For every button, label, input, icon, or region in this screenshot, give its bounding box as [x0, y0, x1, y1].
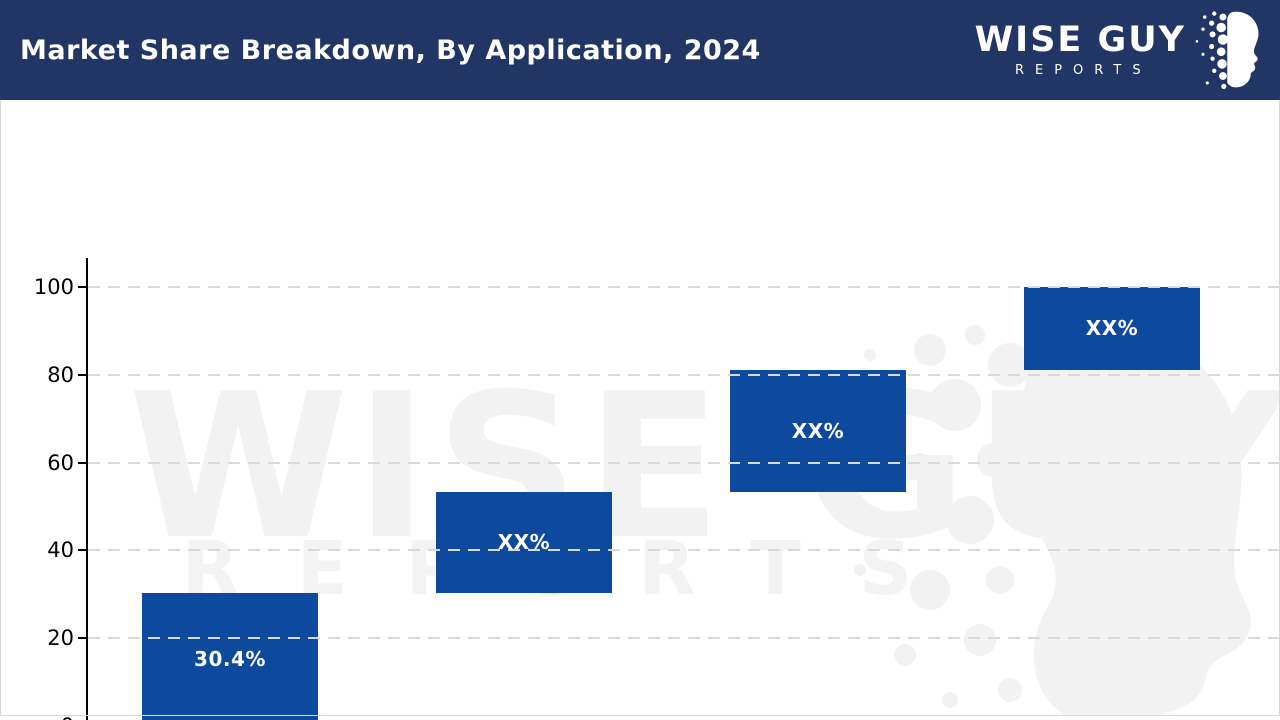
- y-tick-label: 0: [0, 712, 74, 720]
- bar-conveyor-systems: XX%: [730, 369, 906, 492]
- y-tick-mark: [78, 373, 86, 376]
- y-tick-mark: [78, 461, 86, 464]
- y-tick-mark: [78, 637, 86, 640]
- chart-area: WISE GUY REPORTS 02040608010030.4%Automo…: [0, 100, 1280, 720]
- logo-face-icon: [1195, 11, 1259, 89]
- gridline-100: [88, 286, 1280, 288]
- gridline-60: [88, 461, 1280, 464]
- logo-wordmark-line2: REPORTS: [1014, 62, 1152, 78]
- y-tick-mark: [78, 286, 86, 288]
- y-tick-label: 40: [47, 538, 74, 563]
- bar-value-label: XX%: [791, 418, 845, 443]
- watermark-head-graphic: [841, 325, 1252, 717]
- page-title: Market Share Breakdown, By Application, …: [20, 34, 761, 66]
- y-tick-label: 100: [33, 275, 74, 299]
- brand-logo: WISE GUY REPORTS: [975, 6, 1280, 94]
- header-bar: Market Share Breakdown, By Application, …: [0, 0, 1280, 100]
- bar-value-label: 30.4%: [194, 647, 266, 672]
- y-tick-label: 60: [47, 450, 74, 475]
- y-tick-label: 20: [47, 626, 74, 651]
- bar-automotive: 30.4%: [142, 592, 318, 720]
- bar-value-label: XX%: [1085, 316, 1139, 341]
- y-tick-label: 80: [47, 362, 74, 387]
- y-axis-spine: [86, 258, 88, 720]
- y-tick-mark: [78, 549, 86, 552]
- bar-industrial-machinery: XX%: [436, 492, 612, 593]
- gridline-40: [88, 549, 1280, 552]
- logo-wordmark-line1: WISE GUY: [974, 19, 1186, 60]
- gridline-20: [88, 637, 1280, 640]
- logo-wordmark: WISE GUY REPORTS: [974, 19, 1186, 78]
- bar-agricultural-equipment: XX%: [1024, 287, 1200, 370]
- gridline-80: [88, 373, 1280, 376]
